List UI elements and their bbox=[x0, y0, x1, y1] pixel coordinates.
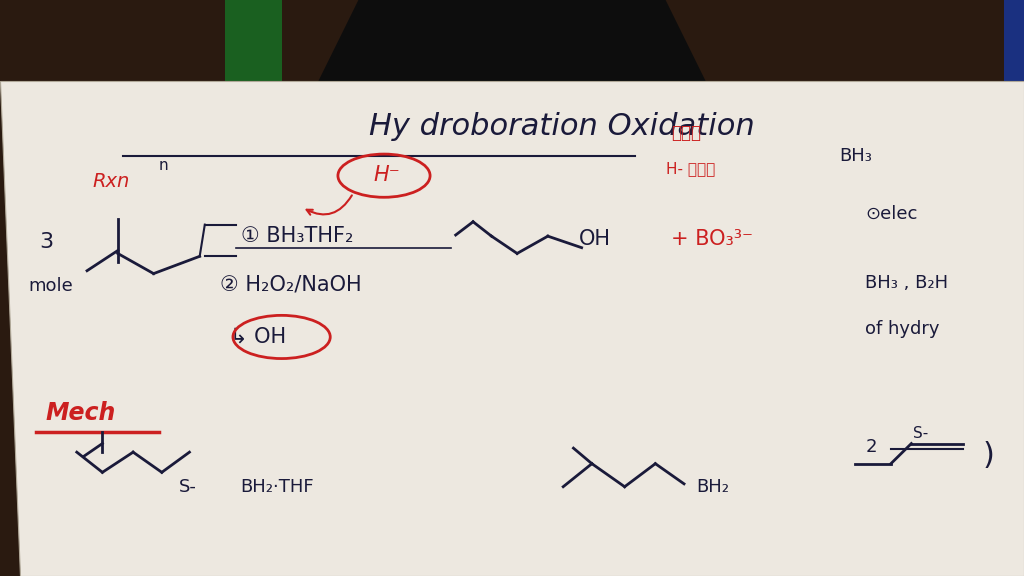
Text: S-: S- bbox=[179, 479, 197, 497]
Text: ② H₂O₂/NaOH: ② H₂O₂/NaOH bbox=[220, 275, 361, 295]
Text: सेम: सेम bbox=[671, 124, 700, 142]
Text: n: n bbox=[159, 158, 168, 173]
Text: Hy droboration Oxidation: Hy droboration Oxidation bbox=[369, 112, 755, 141]
Text: Mech: Mech bbox=[45, 401, 116, 426]
Text: mole: mole bbox=[29, 277, 74, 295]
Text: OH: OH bbox=[579, 229, 610, 249]
Text: S-: S- bbox=[913, 426, 929, 441]
Polygon shape bbox=[225, 0, 282, 104]
Text: BH₂·THF: BH₂·THF bbox=[241, 479, 314, 497]
Polygon shape bbox=[0, 0, 1024, 104]
Polygon shape bbox=[1004, 0, 1024, 104]
Polygon shape bbox=[0, 81, 1024, 576]
Text: ): ) bbox=[983, 441, 995, 469]
Text: BH₂: BH₂ bbox=[696, 479, 729, 497]
Text: H⁻: H⁻ bbox=[374, 165, 400, 185]
Text: ⊙elec: ⊙elec bbox=[865, 205, 918, 223]
Text: H- आगे: H- आगे bbox=[666, 161, 715, 176]
Text: ① BH₃THF₂: ① BH₃THF₂ bbox=[241, 226, 353, 246]
Text: BH₃ , B₂H: BH₃ , B₂H bbox=[865, 274, 948, 292]
Polygon shape bbox=[430, 0, 451, 104]
Polygon shape bbox=[307, 0, 717, 104]
Text: Rxn: Rxn bbox=[92, 172, 129, 191]
Text: 3: 3 bbox=[39, 232, 53, 252]
Text: ↳ OH: ↳ OH bbox=[230, 327, 287, 347]
Text: 2: 2 bbox=[865, 438, 877, 456]
Text: of hydry: of hydry bbox=[865, 320, 940, 338]
Text: + BO₃³⁻: + BO₃³⁻ bbox=[671, 229, 753, 249]
Text: BH₃: BH₃ bbox=[840, 147, 872, 165]
